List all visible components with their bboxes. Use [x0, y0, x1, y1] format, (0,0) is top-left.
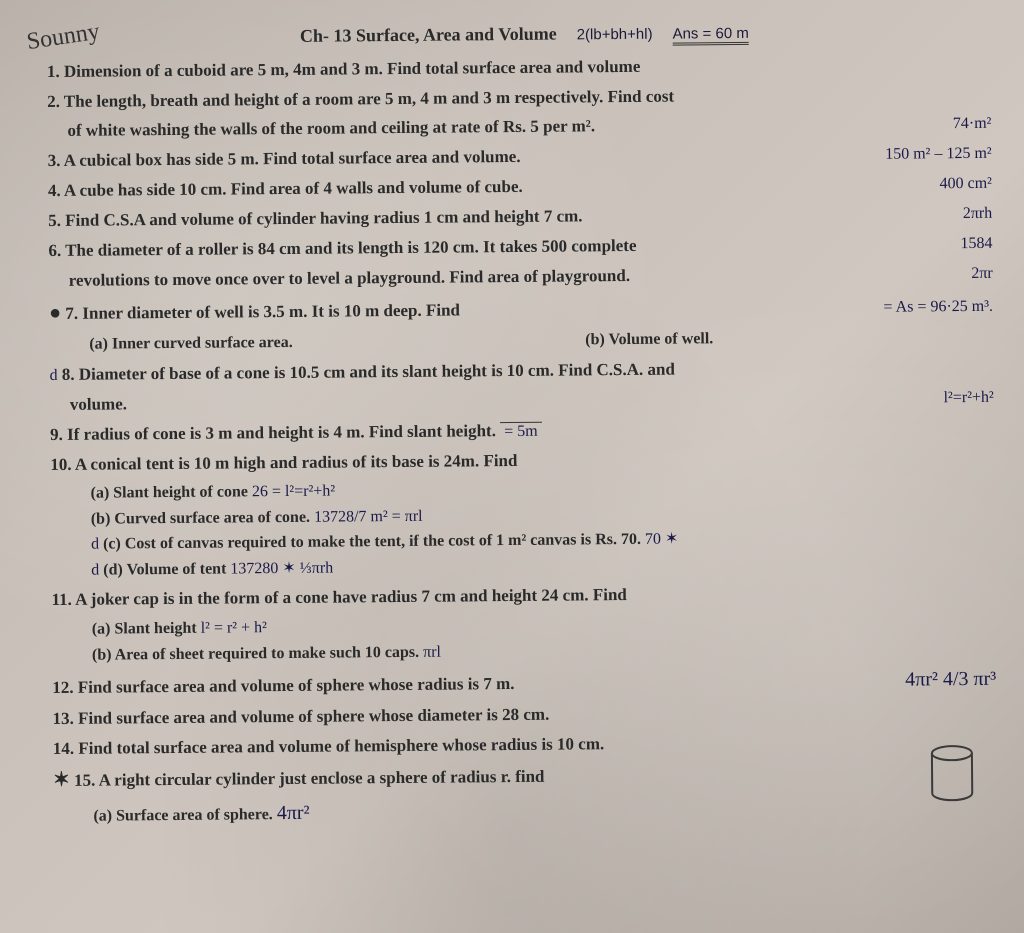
q9-hand: = 5m: [500, 421, 542, 439]
hand-ans-header: Ans = 60 m: [672, 25, 748, 46]
hand-formula-header: 2(lb+bh+hl): [577, 26, 653, 44]
cursive-heading: Sounny: [25, 19, 102, 57]
q7-text: 7. Inner diameter of well is 3.5 m. It i…: [65, 300, 460, 322]
q8-line1-text: 8. Diameter of base of a cone is 10.5 cm…: [62, 359, 675, 383]
q3: 3. A cubical box has side 5 m. Find tota…: [48, 140, 992, 174]
q10b-hand: 13728/7 m² = πrl: [314, 507, 423, 525]
chapter-title: Ch- 13 Surface, Area and Volume: [300, 24, 557, 47]
q2-hand: 74·m²: [953, 112, 992, 136]
q9-text: 9. If radius of cone is 3 m and height i…: [50, 421, 496, 444]
q7b: (b) Volume of well.: [585, 326, 713, 353]
q5-hand: 2πrh: [963, 202, 993, 226]
cylinder-icon: [927, 743, 978, 803]
q5: 5. Find C.S.A and volume of cylinder hav…: [48, 200, 992, 234]
q10b-label: (b) Curved surface area of cone.: [91, 508, 310, 527]
q6-line1-text: 6. The diameter of a roller is 84 cm and…: [48, 233, 636, 264]
q3-text: 3. A cubical box has side 5 m. Find tota…: [48, 144, 521, 174]
q4: 4. A cube has side 10 cm. Find area of 4…: [48, 170, 992, 204]
q11b-label: (b) Area of sheet required to make such …: [92, 643, 419, 663]
q4-text: 4. A cube has side 10 cm. Find area of 4…: [48, 174, 523, 204]
q7: ● 7. Inner diameter of well is 3.5 m. It…: [49, 290, 993, 328]
q10: 10. A conical tent is 10 m high and radi…: [50, 443, 994, 477]
q3-hand: 150 m² – 125 m²: [885, 142, 992, 167]
q8-line2: volume.: [70, 391, 127, 417]
q1: 1. Dimension of a cuboid are 5 m, 4m and…: [47, 51, 991, 85]
q10c-hand: 70 ✶: [645, 531, 679, 548]
q14: 14. Find total surface area and volume o…: [53, 727, 997, 761]
q15: ✶ 15. A right circular cylinder just enc…: [53, 757, 997, 795]
q10d-prefix: d: [91, 561, 99, 578]
q10c-prefix: d: [91, 536, 99, 553]
q10d-hand: 137280 ✶ ⅓πrh: [230, 559, 333, 577]
q9: 9. If radius of cone is 3 m and height i…: [50, 413, 994, 447]
q6-line2: revolutions to move once over to level a…: [69, 263, 631, 293]
q7a: (a) Inner curved surface area.: [89, 330, 293, 357]
q2-line1: 2. The length, breath and height of a ro…: [47, 80, 991, 114]
q2-line2: of white washing the walls of the room a…: [67, 113, 595, 143]
q10a-hand: 26 = l²=r²+h²: [252, 483, 335, 501]
q7-hand: = As = 96·25 m³.: [883, 295, 993, 320]
q15-bullet: ✶: [53, 769, 70, 791]
q4-hand: 400 cm²: [939, 172, 992, 196]
q15a-hand: 4πr²: [277, 802, 310, 824]
q12: 12. Find surface area and volume of sphe…: [52, 664, 996, 702]
q15a-label: (a) Surface area of sphere.: [93, 806, 273, 825]
q12-text: 12. Find surface area and volume of sphe…: [52, 671, 514, 701]
q6-hand2: 2πr: [971, 262, 993, 286]
q13: 13. Find surface area and volume of sphe…: [52, 698, 996, 732]
q5-text: 5. Find C.S.A and volume of cylinder hav…: [48, 203, 583, 233]
q10a-label: (a) Slant height of cone: [91, 483, 248, 501]
q6-hand1: 1584: [960, 232, 992, 256]
q1-text: 1. Dimension of a cuboid are 5 m, 4m and…: [47, 57, 641, 81]
q11b-hand: πrl: [423, 643, 441, 660]
q6-line1: 6. The diameter of a roller is 84 cm and…: [48, 230, 992, 264]
q12-hand: 4πr² 4/3 πr³: [905, 664, 996, 695]
q11: 11. A joker cap is in the form of a cone…: [51, 579, 995, 613]
q8-line1: d 8. Diameter of base of a cone is 10.5 …: [49, 353, 993, 387]
q8-hand: l²=r²+h²: [943, 385, 993, 409]
q8-prefix: d: [49, 367, 57, 384]
q15-text: 15. A right circular cylinder just enclo…: [74, 767, 545, 790]
q11a-hand: l² = r² + h²: [201, 619, 267, 637]
q10c-label: (c) Cost of canvas required to make the …: [103, 531, 641, 553]
q10d-label: (d) Volume of tent: [103, 560, 226, 578]
q11a-label: (a) Slant height: [92, 620, 197, 638]
q7-bullet: ●: [49, 302, 61, 324]
